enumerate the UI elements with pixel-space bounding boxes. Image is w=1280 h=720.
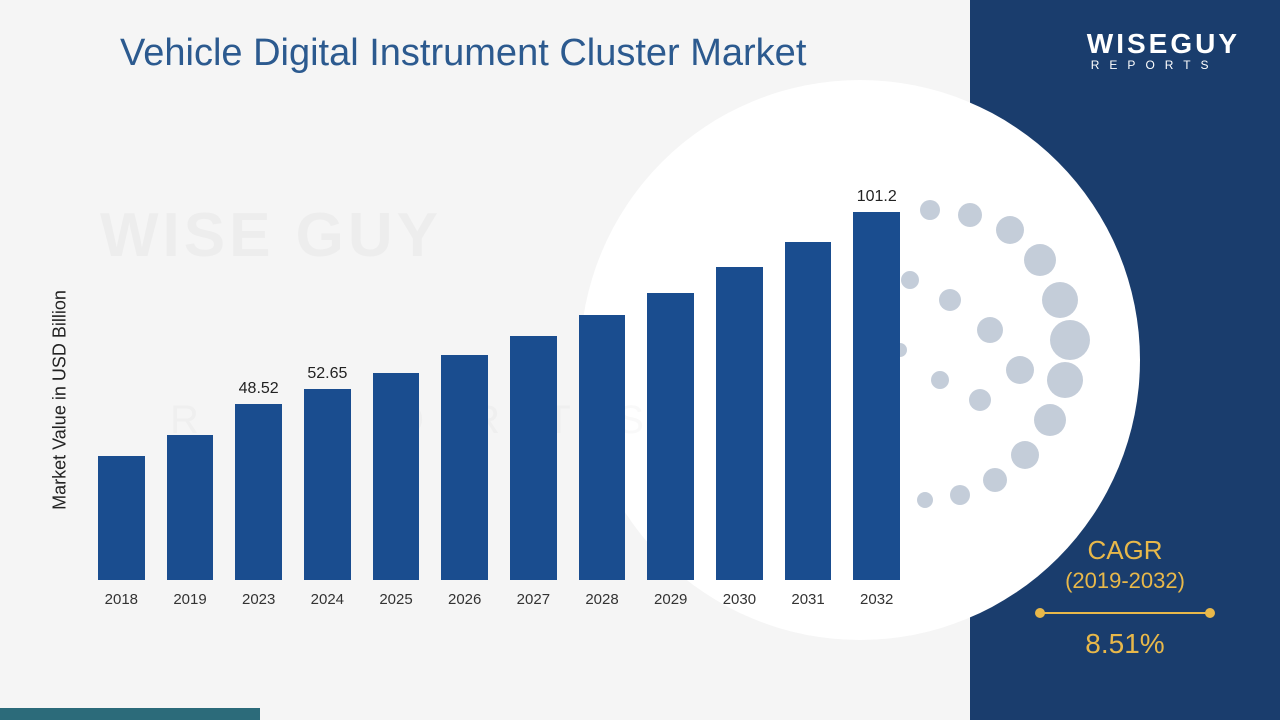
bar-wrap: 622026 xyxy=(441,331,488,580)
bar xyxy=(579,315,626,580)
bar xyxy=(785,242,832,580)
bar-wrap: 672027 xyxy=(510,312,557,580)
bar-x-label: 2023 xyxy=(242,591,275,608)
bar-wrap: 48.522023 xyxy=(235,380,282,580)
bar-x-label: 2024 xyxy=(311,591,344,608)
plot-area: 342018 402019 48.522023 52.652024 572025 6220… xyxy=(98,180,900,580)
cagr-title: CAGR xyxy=(1010,535,1240,566)
bar-x-label: 2019 xyxy=(173,591,206,608)
bottom-accent-bar xyxy=(0,708,260,720)
bar-x-label: 2027 xyxy=(517,591,550,608)
bar xyxy=(235,404,282,580)
bar-chart: Market Value in USD Billion 342018402019… xyxy=(70,180,900,620)
bar xyxy=(304,389,351,580)
cagr-block: CAGR (2019-2032) 8.51% xyxy=(1010,535,1240,660)
bar-x-label: 2026 xyxy=(448,591,481,608)
bar xyxy=(716,267,763,580)
bar xyxy=(853,212,900,580)
bar-wrap: 342018 xyxy=(98,432,145,580)
bar-value-label: 52.65 xyxy=(307,365,347,383)
bar-x-label: 2028 xyxy=(585,591,618,608)
bar-x-label: 2029 xyxy=(654,591,687,608)
bar-x-label: 2031 xyxy=(791,591,824,608)
bar-x-label: 2018 xyxy=(105,591,138,608)
bar-x-label: 2030 xyxy=(723,591,756,608)
y-axis-label: Market Value in USD Billion xyxy=(50,290,71,510)
bar-x-label: 2025 xyxy=(379,591,412,608)
bar xyxy=(167,435,214,580)
bar-wrap: 932031 xyxy=(785,218,832,580)
bar xyxy=(98,456,145,580)
bar-value-label: 48.52 xyxy=(239,380,279,398)
logo-main-text: WISEGUY xyxy=(1087,28,1240,60)
logo-sub-text: REPORTS xyxy=(1087,58,1240,72)
cagr-divider xyxy=(1040,612,1210,614)
bar-wrap: 52.652024 xyxy=(304,365,351,580)
bar xyxy=(441,355,488,580)
bar-value-label: 101.2 xyxy=(857,188,897,206)
cagr-range: (2019-2032) xyxy=(1010,568,1240,594)
bar-wrap: 402019 xyxy=(167,411,214,580)
bar-x-label: 2032 xyxy=(860,591,893,608)
cagr-value: 8.51% xyxy=(1010,628,1240,660)
bar-wrap: 732028 xyxy=(579,291,626,580)
bar-wrap: 572025 xyxy=(373,349,420,580)
chart-title: Vehicle Digital Instrument Cluster Marke… xyxy=(120,32,806,76)
bar xyxy=(510,336,557,580)
bar xyxy=(373,373,420,580)
bar xyxy=(647,293,694,580)
bar-wrap: 862030 xyxy=(716,243,763,580)
bar-wrap: 101.22032 xyxy=(853,188,900,580)
bar-wrap: 792029 xyxy=(647,269,694,580)
brand-logo: WISEGUY REPORTS xyxy=(1087,28,1240,72)
